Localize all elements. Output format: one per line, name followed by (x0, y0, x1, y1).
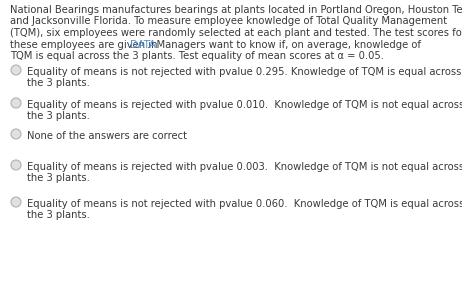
Text: and Jacksonville Florida. To measure employee knowledge of Total Quality Managem: and Jacksonville Florida. To measure emp… (10, 16, 447, 26)
Circle shape (11, 160, 21, 170)
Text: Equality of means is not rejected with pvalue 0.295. Knowledge of TQM is equal a: Equality of means is not rejected with p… (27, 67, 462, 77)
Text: Equality of means is rejected with pvalue 0.010.  Knowledge of TQM is not equal : Equality of means is rejected with pvalu… (27, 100, 462, 110)
Text: the 3 plants.: the 3 plants. (27, 173, 90, 183)
Text: National Bearings manufactures bearings at plants located in Portland Oregon, Ho: National Bearings manufactures bearings … (10, 5, 462, 15)
Text: these employees are given in: these employees are given in (10, 40, 161, 50)
Text: Equality of means is rejected with pvalue 0.003.  Knowledge of TQM is not equal : Equality of means is rejected with pvalu… (27, 162, 462, 172)
Text: (TQM), six employees were randomly selected at each plant and tested. The test s: (TQM), six employees were randomly selec… (10, 28, 462, 38)
Circle shape (11, 197, 21, 207)
Text: DATA: DATA (130, 40, 156, 50)
Circle shape (11, 98, 21, 108)
Circle shape (11, 65, 21, 75)
Text: the 3 plants.: the 3 plants. (27, 210, 90, 220)
Text: .  Managers want to know if, on average, knowledge of: . Managers want to know if, on average, … (147, 40, 421, 50)
Text: TQM is equal across the 3 plants. Test equality of mean scores at α = 0.05.: TQM is equal across the 3 plants. Test e… (10, 51, 384, 61)
Circle shape (11, 129, 21, 139)
Text: the 3 plants.: the 3 plants. (27, 78, 90, 88)
Text: the 3 plants.: the 3 plants. (27, 111, 90, 121)
Text: None of the answers are correct: None of the answers are correct (27, 131, 187, 141)
Text: Equality of means is not rejected with pvalue 0.060.  Knowledge of TQM is equal : Equality of means is not rejected with p… (27, 199, 462, 209)
